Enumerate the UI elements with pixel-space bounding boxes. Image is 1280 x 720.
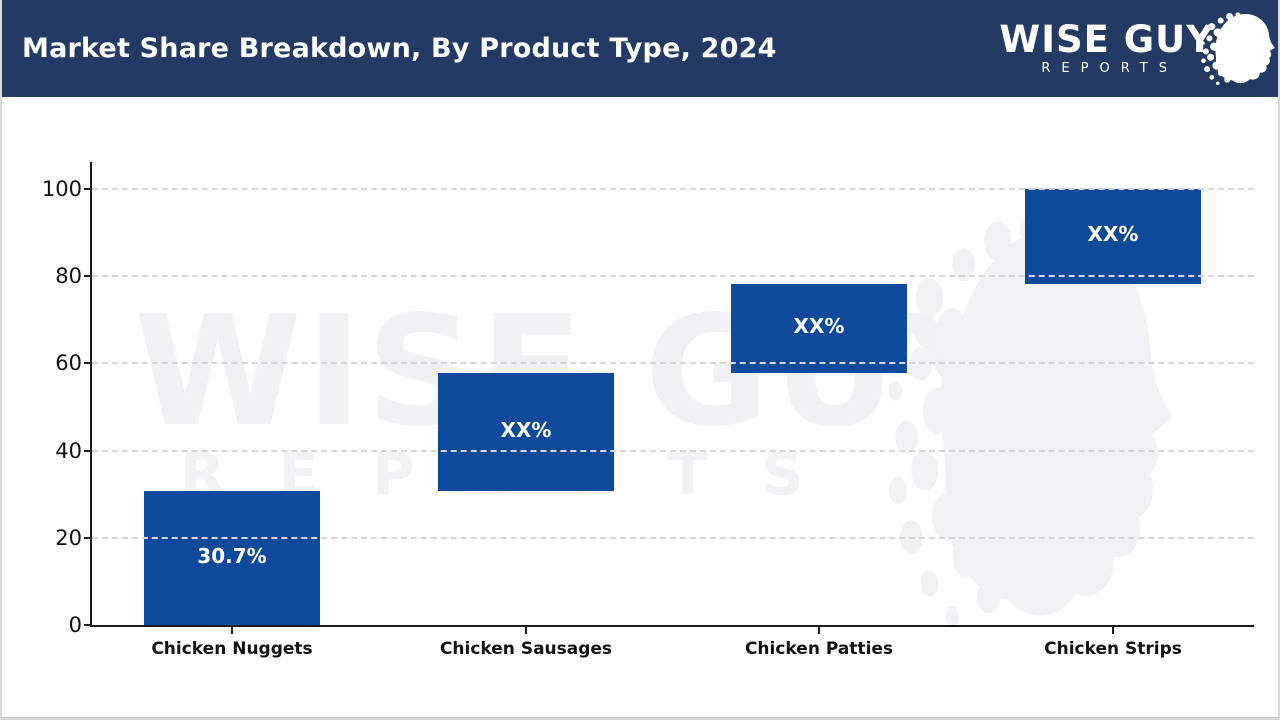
bar-chicken-patties bbox=[731, 283, 907, 373]
x-tick-2 bbox=[818, 627, 820, 634]
page-title: Market Share Breakdown, By Product Type,… bbox=[22, 33, 777, 64]
gridline-y-20 bbox=[92, 536, 1254, 539]
gridline-y-40 bbox=[92, 449, 1254, 452]
y-tick-80 bbox=[84, 275, 92, 278]
logo-face-icon bbox=[1201, 11, 1276, 85]
y-tick-label-100: 100 bbox=[41, 177, 82, 201]
y-tick-100 bbox=[84, 188, 92, 190]
bar-value-label: XX% bbox=[500, 418, 552, 443]
bar-chicken-sausages bbox=[438, 372, 614, 492]
bar-value-label: XX% bbox=[793, 314, 845, 339]
y-axis bbox=[90, 162, 92, 627]
category-label: Chicken Patties bbox=[744, 639, 894, 659]
y-tick-60 bbox=[84, 362, 92, 365]
y-tick-label-20: 20 bbox=[55, 525, 82, 550]
y-tick-label-80: 80 bbox=[55, 264, 82, 289]
y-tick-label-0: 0 bbox=[68, 613, 82, 637]
x-tick-3 bbox=[1112, 627, 1114, 634]
y-tick-0 bbox=[84, 624, 92, 626]
y-tick-40 bbox=[84, 449, 92, 452]
category-label: Chicken Strips bbox=[1044, 639, 1182, 659]
logo-wordmark-line2: REPORTS bbox=[1041, 61, 1178, 76]
gridline-y-60 bbox=[92, 362, 1254, 365]
x-axis bbox=[90, 625, 1254, 627]
logo-wordmark: WISE GUY REPORTS bbox=[999, 21, 1214, 76]
x-tick-0 bbox=[231, 627, 233, 634]
header: Market Share Breakdown, By Product Type,… bbox=[2, 0, 1278, 97]
y-tick-20 bbox=[84, 536, 92, 539]
gridline-y-80 bbox=[92, 275, 1254, 278]
x-tick-1 bbox=[525, 627, 527, 634]
gridline-y-100 bbox=[92, 188, 1254, 190]
bar-value-label: 30.7% bbox=[197, 544, 267, 569]
bar-chicken-nuggets bbox=[144, 491, 320, 625]
y-tick-label-40: 40 bbox=[55, 438, 82, 463]
category-label: Chicken Nuggets bbox=[151, 639, 313, 659]
bar-value-label: XX% bbox=[1087, 222, 1139, 247]
y-tick-label-60: 60 bbox=[55, 351, 82, 376]
logo-wordmark-line1: WISE GUY bbox=[999, 18, 1214, 61]
category-label: Chicken Sausages bbox=[439, 639, 613, 659]
brand-logo: WISE GUY REPORTS bbox=[999, 0, 1278, 97]
